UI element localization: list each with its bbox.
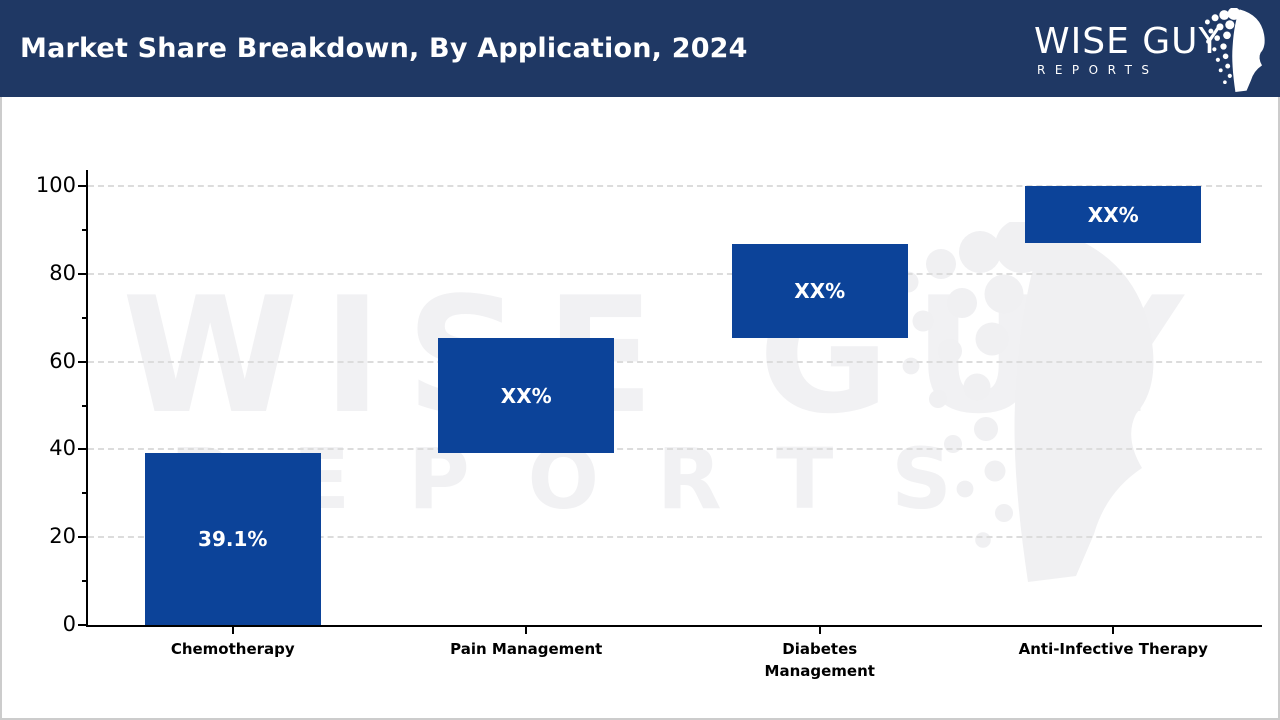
y-tick-mark [78, 624, 88, 626]
x-axis-line [86, 625, 1262, 627]
y-minor-tick-mark [82, 492, 88, 495]
y-tick-label: 80 [49, 260, 76, 285]
x-tick-label: Chemotherapy [170, 640, 295, 658]
y-tick-label: 0 [62, 612, 76, 636]
y-tick-mark [78, 448, 88, 451]
y-minor-tick-mark [82, 404, 88, 407]
y-tick-label: 60 [49, 348, 76, 373]
bar-pain-management: XX% [438, 338, 615, 454]
x-tick-mark [231, 627, 234, 634]
y-minor-tick-mark [82, 580, 88, 583]
y-tick-mark [78, 272, 88, 275]
x-tick-label: Diabetes Management [764, 640, 875, 680]
page-title: Market Share Breakdown, By Application, … [20, 33, 748, 64]
y-tick-label: 40 [49, 436, 76, 461]
x-tick-mark [525, 627, 528, 634]
logo-wordmark: WISE GUY [1034, 21, 1222, 62]
bar-value-label: 39.1% [198, 527, 268, 552]
y-tick-label: 20 [49, 524, 76, 549]
y-tick-mark [78, 185, 88, 187]
bar-chemotherapy: 39.1% [144, 453, 321, 625]
y-tick-label: 100 [35, 173, 76, 197]
y-minor-tick-mark [82, 316, 88, 319]
gridline [88, 360, 1262, 363]
y-minor-tick-mark [82, 228, 88, 231]
y-tick-mark [78, 360, 88, 363]
bar-diabetes-management: XX% [731, 244, 908, 339]
bar-value-label: XX% [794, 279, 846, 304]
gridline [88, 272, 1262, 275]
header-bar: Market Share Breakdown, By Application, … [0, 0, 1280, 97]
gridline [88, 185, 1262, 187]
x-tick-mark [1112, 627, 1115, 634]
x-tick-label: Pain Management [450, 640, 603, 658]
wise-guy-logo: WISE GUY REPORTS [1016, 6, 1266, 92]
logo-text: WISE GUY REPORTS [1034, 21, 1222, 78]
gridline [88, 448, 1262, 451]
bar-anti-infective-therapy: XX% [1025, 186, 1202, 244]
y-tick-mark [78, 536, 88, 539]
logo-face-icon [1204, 8, 1265, 92]
x-tick-label: Anti-Infective Therapy [1018, 640, 1208, 658]
gridline [88, 536, 1262, 539]
logo-subtitle: REPORTS [1037, 63, 1159, 77]
x-tick-mark [818, 627, 821, 634]
bar-value-label: XX% [500, 383, 552, 408]
watermark-face-icon [897, 222, 1154, 582]
bar-value-label: XX% [1087, 202, 1139, 227]
y-axis-line [86, 170, 88, 627]
